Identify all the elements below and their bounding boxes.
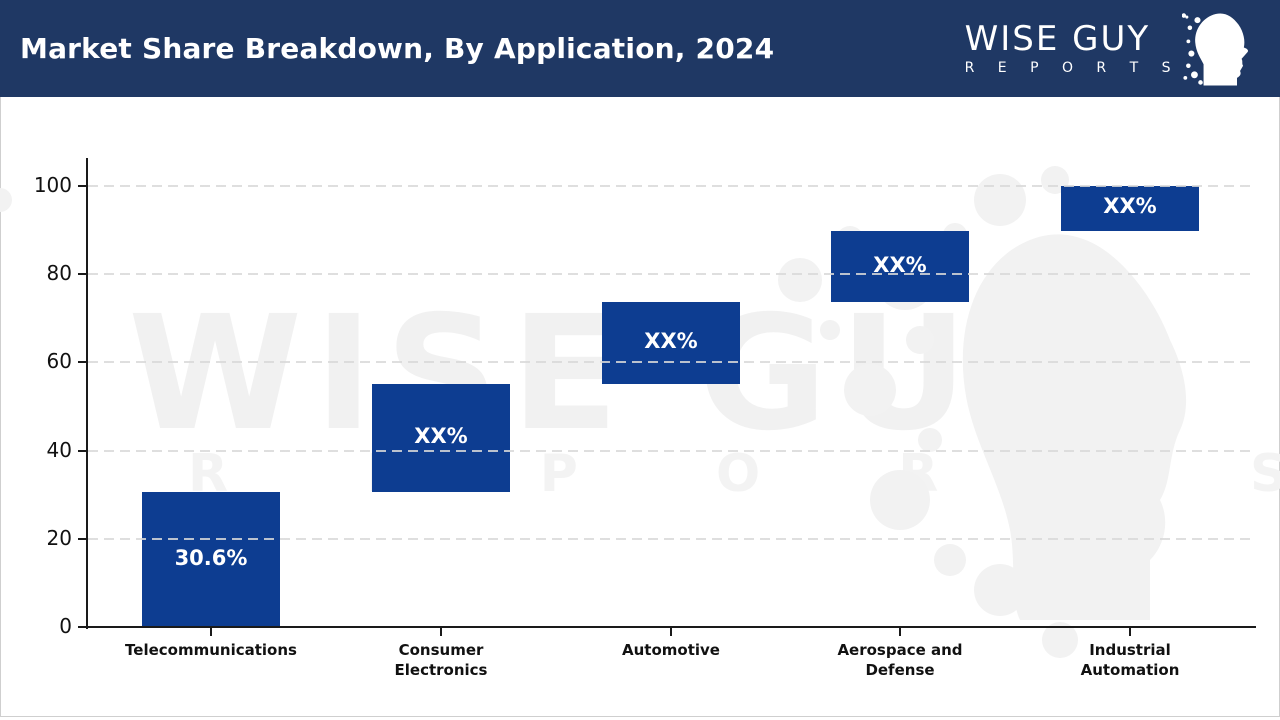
y-axis-tick-label: 100 (33, 173, 72, 197)
x-axis-line (86, 626, 1256, 628)
x-axis-tick (210, 628, 212, 636)
x-axis-tick (440, 628, 442, 636)
gridline (88, 361, 1256, 364)
y-axis-tick-label: 0 (59, 614, 72, 638)
x-axis-tick (670, 628, 672, 636)
y-axis-line (86, 158, 88, 629)
y-axis-tick (78, 185, 88, 187)
x-axis-tick-label: Consumer Electronics (394, 641, 488, 679)
gridline (88, 273, 1256, 276)
y-axis-tick-label: 80 (46, 261, 72, 286)
logo-text-wise-guy: WISE GUY (964, 18, 1151, 59)
gridline (88, 185, 1256, 187)
logo-face-icon (1182, 12, 1249, 85)
chart-title: Market Share Breakdown, By Application, … (20, 32, 775, 65)
header-bar: Market Share Breakdown, By Application, … (0, 0, 1280, 97)
bar-value-label: XX% (644, 328, 698, 353)
bar-value-label: XX% (1103, 194, 1157, 219)
x-axis-tick-label: Telecommunications (125, 641, 297, 659)
y-axis-tick (78, 537, 88, 540)
y-axis-tick (78, 273, 88, 276)
y-axis-tick-label: 20 (46, 525, 72, 550)
y-axis-tick (78, 626, 88, 628)
bar-industrial-automation (1061, 186, 1199, 231)
bar-value-label: XX% (873, 252, 927, 277)
bar-automotive (602, 302, 740, 384)
bar-consumer-electronics (372, 383, 510, 493)
logo-text-reports: R E P O R T S (964, 59, 1180, 76)
bar-telecommunications (142, 492, 280, 627)
bar-aerospace-and-defense (831, 230, 969, 303)
gridline (88, 537, 1256, 540)
y-axis-tick (78, 449, 88, 452)
y-axis-tick-label: 60 (46, 349, 72, 374)
logo-wordmark: WISE GUY R E P O R T S (965, 21, 1180, 77)
bar-value-label: XX% (414, 423, 468, 448)
y-axis-tick (78, 361, 88, 364)
bar-value-label: 30.6% (174, 545, 248, 570)
x-axis-tick (899, 628, 901, 636)
y-axis-tick-label: 40 (46, 437, 72, 462)
x-axis-tick (1129, 628, 1131, 636)
x-axis-tick-label: Industrial Automation (1080, 641, 1180, 679)
x-axis-tick-label: Aerospace and Defense (837, 641, 963, 679)
wise-guy-logo: WISE GUY R E P O R T S (965, 11, 1254, 87)
gridline (88, 449, 1256, 452)
x-axis-tick-label: Automotive (622, 641, 720, 659)
